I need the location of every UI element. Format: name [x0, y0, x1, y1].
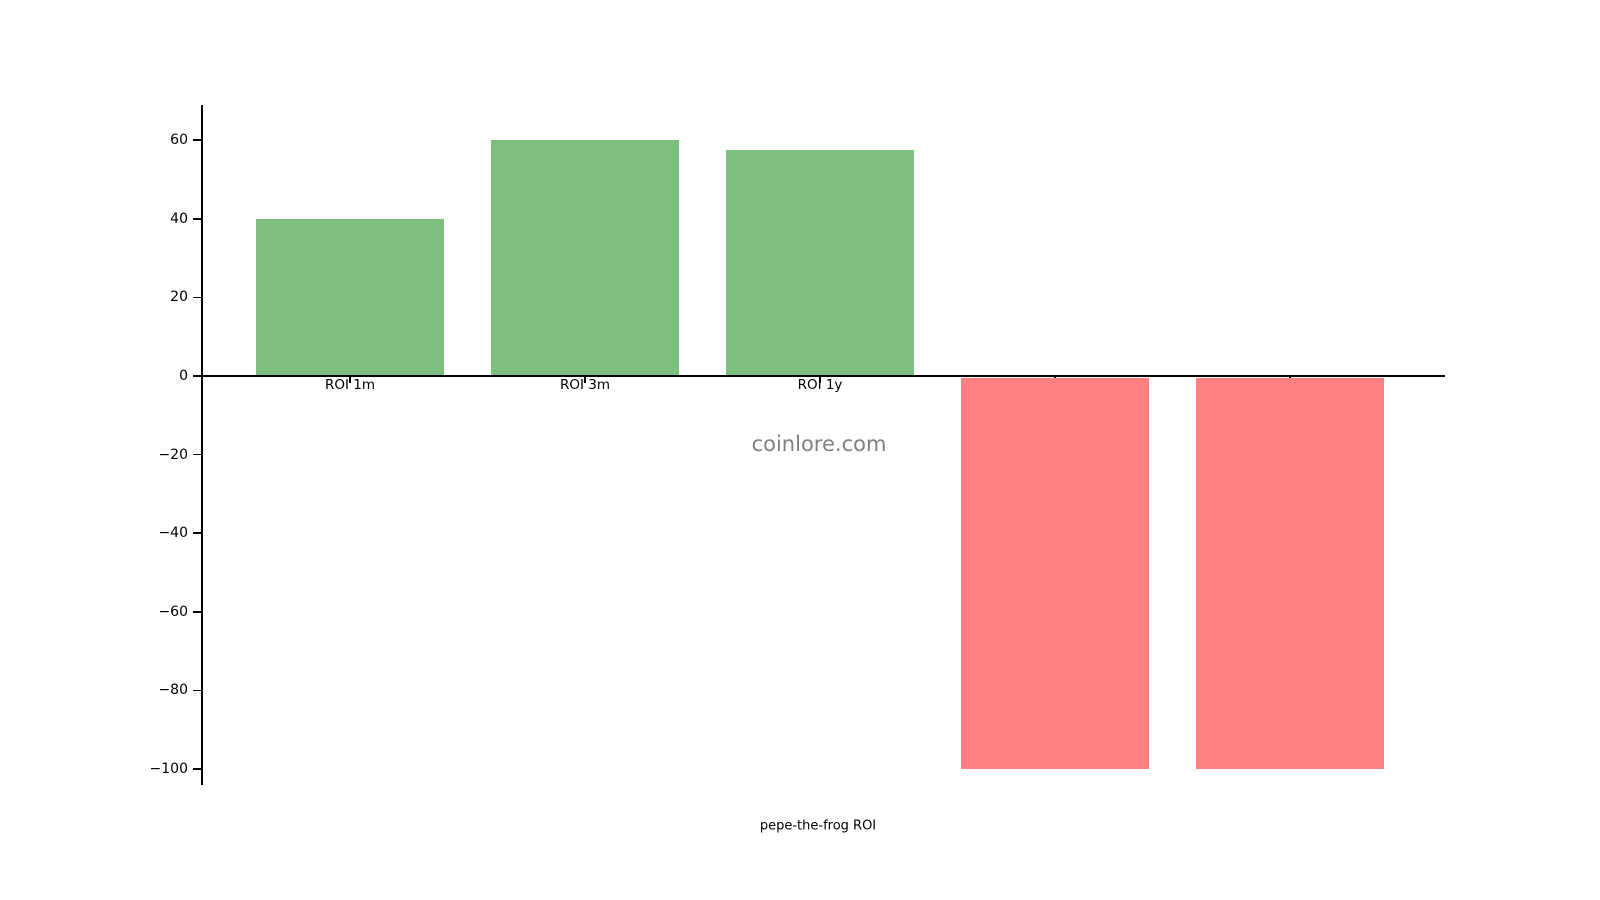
bar-unlabeled-4 — [1196, 377, 1384, 769]
bar-roi-3m — [491, 140, 679, 376]
zero-baseline — [201, 375, 1445, 377]
y-tick-mark — [193, 532, 201, 534]
x-tick-label-roi-3m: ROI 3m — [559, 377, 611, 393]
y-tick-mark — [193, 768, 201, 770]
y-axis-spine — [201, 105, 203, 785]
y-tick-mark — [193, 296, 201, 299]
x-tick-label-roi-1m: ROI 1m — [324, 377, 376, 393]
y-tick-label: 0 — [179, 368, 188, 384]
y-tick-label: −40 — [158, 525, 188, 542]
y-tick-mark — [193, 611, 201, 613]
chart-title: pepe-the-frog ROI — [759, 818, 877, 834]
y-tick-label: 40 — [170, 210, 188, 227]
y-tick-label: 60 — [170, 132, 188, 149]
y-tick-mark — [193, 453, 201, 456]
x-tick-mark — [584, 376, 586, 383]
y-tick-mark — [193, 139, 201, 141]
y-tick-mark — [193, 689, 201, 692]
y-tick-label: −80 — [158, 682, 188, 699]
y-tick-label: −20 — [158, 446, 188, 463]
y-tick-mark — [193, 218, 201, 220]
x-tick-mark — [819, 376, 821, 383]
y-tick-label: −100 — [149, 761, 188, 777]
watermark: coinlore.com — [751, 432, 887, 456]
y-tick-label: 20 — [170, 289, 188, 306]
x-tick-label-roi-1y: ROI 1y — [797, 377, 843, 393]
bar-roi-1y — [726, 150, 914, 376]
bar-unlabeled-3 — [961, 377, 1149, 769]
x-tick-mark — [349, 376, 351, 383]
y-tick-label: −60 — [158, 603, 188, 620]
bar-roi-1m — [256, 218, 444, 376]
y-tick-mark — [193, 375, 201, 377]
